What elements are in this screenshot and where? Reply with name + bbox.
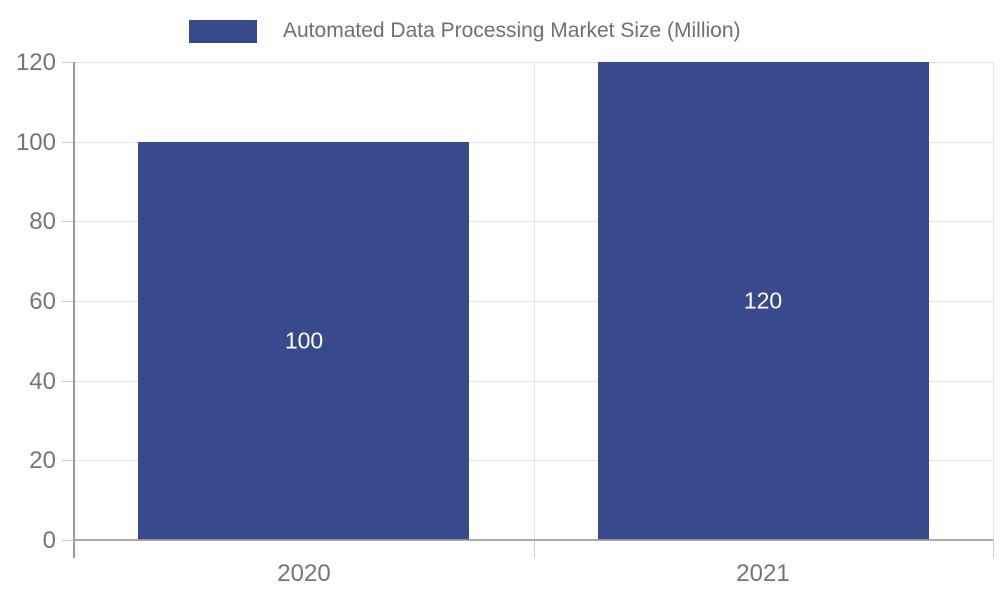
bar-2021[interactable] [598,62,929,540]
y-tick-label-0: 0 [42,527,56,554]
y-axis-line [73,62,75,558]
y-tick-label-40: 40 [29,368,56,395]
x-axis-tick [534,540,535,558]
y-axis-tick [62,381,74,382]
x-axis-line [73,539,993,541]
y-axis-tick [62,460,74,461]
y-tick-label-20: 20 [29,447,56,474]
x-axis-tick [993,540,994,558]
legend-label: Automated Data Processing Market Size (M… [283,19,741,42]
chart-legend[interactable]: Automated Data Processing Market Size (M… [189,17,741,45]
legend-swatch-icon [189,19,257,43]
gridline-x-boundary-1 [534,62,535,540]
gridline-y-100 [74,142,993,143]
gridline-y-20 [74,460,993,461]
y-axis-tick [62,62,74,63]
y-axis-tick [62,221,74,222]
gridline-y-60 [74,301,993,302]
y-axis-tick [62,540,74,541]
gridline-y-120 [74,62,993,63]
y-tick-label-100: 100 [15,129,56,156]
gridline-y-80 [74,221,993,222]
x-tick-label-2020: 2020 [277,560,331,587]
y-tick-label-60: 60 [29,288,56,315]
y-axis-tick [62,301,74,302]
y-tick-label-80: 80 [29,208,56,235]
gridline-y-40 [74,381,993,382]
y-tick-label-120: 120 [15,49,56,76]
y-axis-tick [62,142,74,143]
bar-value-label-2020: 100 [284,327,324,354]
bar-value-label-2021: 120 [743,287,783,314]
bar-2020[interactable] [138,142,469,540]
x-tick-label-2021: 2021 [736,560,790,587]
gridline-x-boundary-2 [993,62,994,540]
